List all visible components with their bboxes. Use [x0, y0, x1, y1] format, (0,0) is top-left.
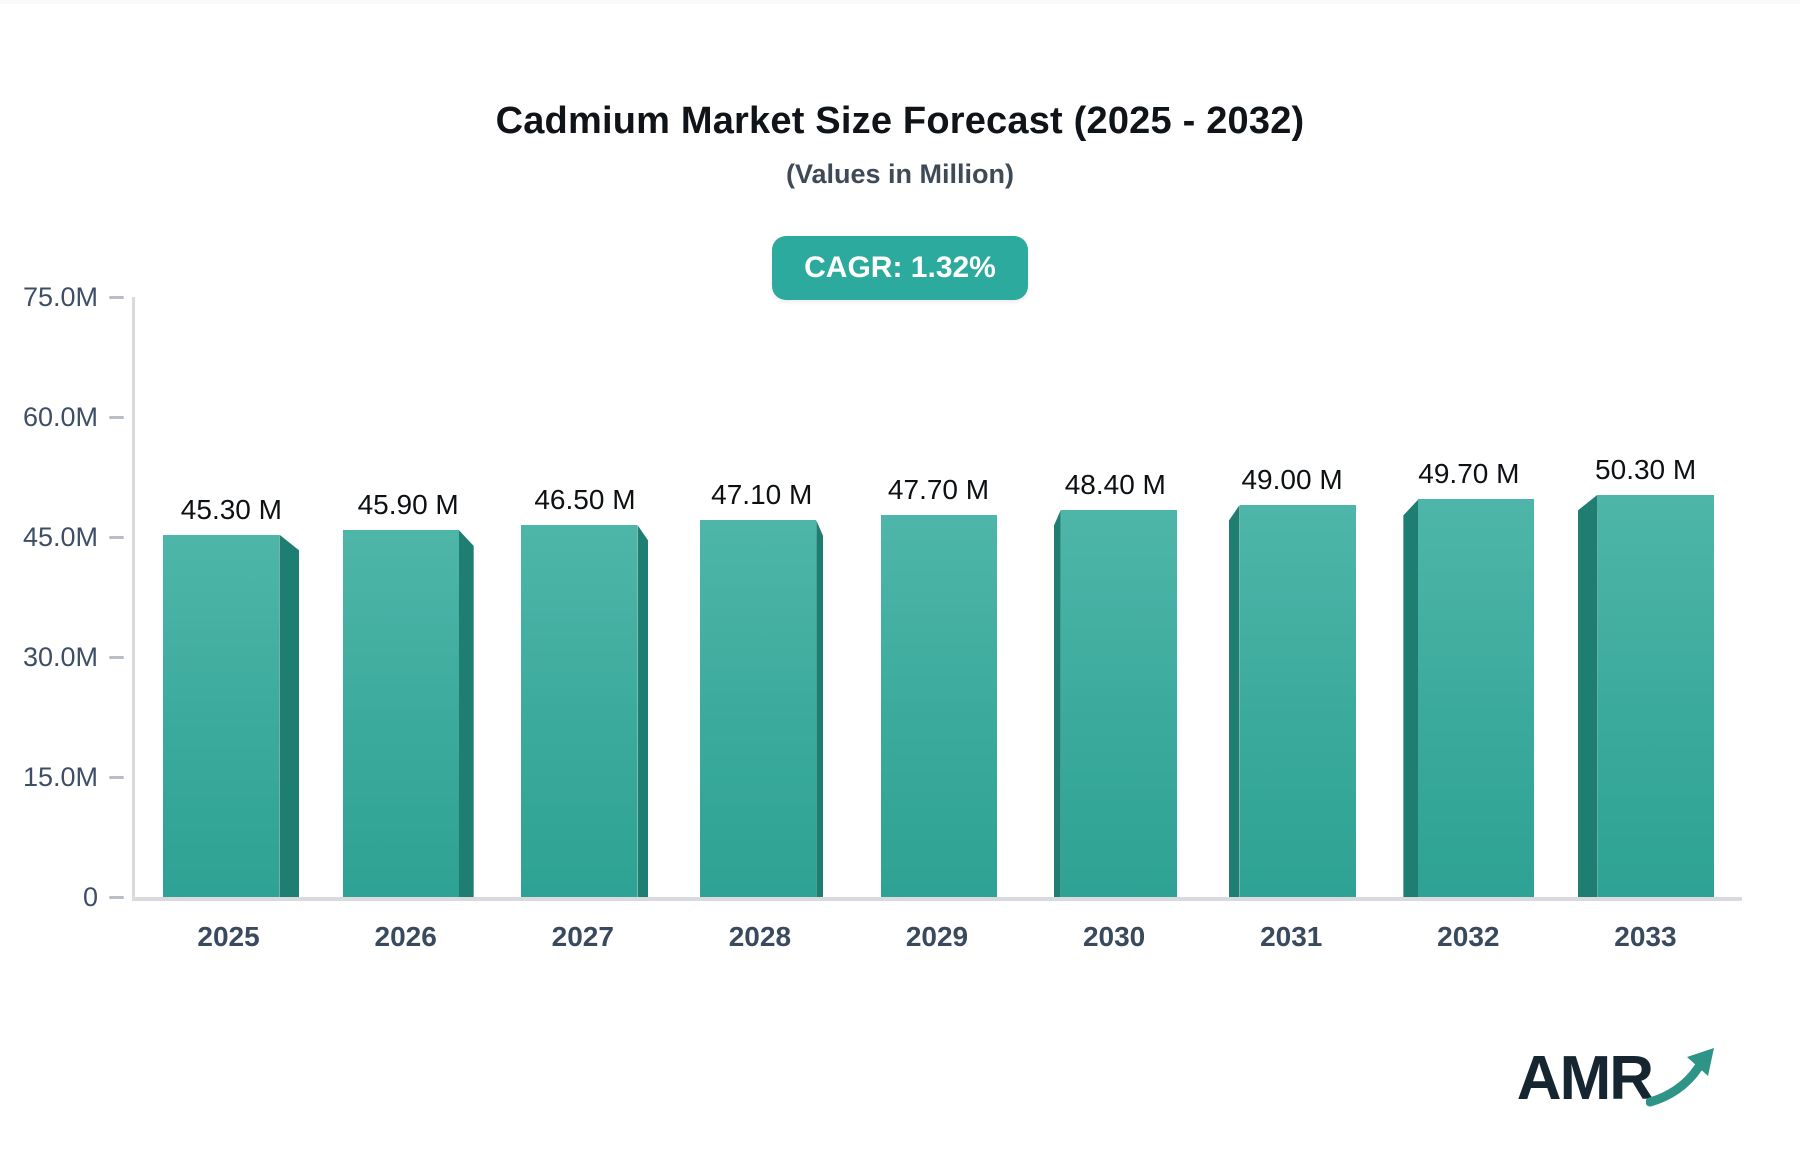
bar-group-2026: 45.90 M — [320, 297, 497, 897]
bar-face — [1060, 509, 1177, 897]
bar-side-face — [1053, 509, 1061, 897]
bar-side-face — [816, 520, 824, 897]
y-tick-mark — [109, 295, 124, 299]
bar-face — [163, 534, 280, 897]
y-tick-mark — [109, 775, 124, 779]
y-tick-mark — [109, 535, 124, 539]
bar-value-label: 50.30 M — [1595, 453, 1697, 485]
y-axis-tick-label: 60.0M — [22, 401, 98, 432]
y-axis-tick: 30.0M — [0, 641, 124, 672]
chart-title: Cadmium Market Size Forecast (2025 - 203… — [495, 100, 1305, 142]
bar-value-label: 45.30 M — [180, 493, 282, 525]
y-axis-tick: 75.0M — [0, 281, 124, 312]
x-axis-label: 2026 — [374, 921, 437, 952]
chart-subtitle: (Values in Million) — [785, 159, 1015, 189]
chart-header: Cadmium Market Size Forecast (2025 - 203… — [0, 100, 1800, 300]
bar-2028 — [700, 520, 824, 897]
bar-value-label: 47.10 M — [711, 479, 813, 511]
bar-face — [700, 520, 817, 897]
bar-2033 — [1577, 494, 1714, 897]
bar-2030 — [1053, 509, 1177, 897]
bar-face — [342, 529, 459, 897]
bar-side-face — [1228, 505, 1240, 897]
y-axis-tick: 15.0M — [0, 761, 124, 792]
bar-value-label: 49.70 M — [1418, 458, 1520, 490]
bar-group-2029: 47.70 M — [850, 297, 1027, 897]
x-axis: 2025 2026 2027 2028 2029 2030 2031 2032 2033 — [132, 921, 1742, 953]
bar-group-2033: 50.30 M — [1557, 297, 1734, 897]
x-axis-label: 2027 — [551, 921, 614, 952]
bar-value-label: 46.50 M — [534, 484, 636, 515]
bar-face — [880, 515, 997, 897]
bar-value-label: 48.40 M — [1064, 468, 1166, 500]
bar-2029 — [880, 515, 997, 897]
bar-group-2032: 49.70 M — [1380, 297, 1557, 897]
y-axis-tick: 0 — [0, 881, 124, 912]
bars-container: 45.30 M 45.90 M 46.50 M 47.10 M 47.70 M 48.40… — [135, 297, 1742, 897]
y-axis-tick: 60.0M — [0, 401, 124, 432]
bar-group-2028: 47.10 M — [673, 297, 850, 897]
bar-face — [1239, 505, 1356, 897]
amr-logo-text: AMR — [1516, 1044, 1654, 1113]
y-tick-mark — [109, 655, 124, 659]
bar-2026 — [342, 529, 474, 897]
x-axis-label: 2025 — [197, 921, 260, 952]
y-axis-tick-label: 15.0M — [22, 761, 98, 792]
y-tick-mark — [109, 415, 124, 419]
y-tick-mark — [109, 895, 124, 899]
x-axis-label: 2031 — [1260, 921, 1323, 952]
bar-side-face — [637, 525, 649, 897]
bar-value-label: 49.00 M — [1241, 464, 1343, 495]
x-axis-label: 2028 — [728, 921, 792, 952]
bar-group-2025: 45.30 M — [143, 297, 320, 897]
y-axis-tick: 45.0M — [0, 521, 124, 552]
amr-logo: AMR — [1517, 1044, 1718, 1110]
bar-group-2030: 48.40 M — [1027, 297, 1204, 897]
bar-value-label: 47.70 M — [887, 474, 990, 506]
x-axis-label: 2029 — [905, 921, 969, 952]
x-axis-label: 2032 — [1437, 921, 1500, 952]
bar-chart: 45.30 M 45.90 M 46.50 M 47.10 M 47.70 M 48.40… — [0, 282, 1800, 953]
bar-group-2027: 46.50 M — [497, 297, 674, 897]
bar-group-2031: 49.00 M — [1204, 297, 1381, 897]
bar-side-face — [279, 534, 300, 897]
bar-side-face — [1577, 494, 1598, 897]
bar-2031 — [1228, 505, 1356, 897]
growth-arrow-icon — [1646, 1048, 1714, 1107]
bar-face — [1597, 494, 1714, 897]
bar-value-label: 45.90 M — [357, 488, 459, 520]
y-axis-tick-label: 30.0M — [22, 641, 98, 672]
y-axis-tick-label: 0 — [82, 881, 98, 912]
bar-face — [521, 525, 638, 897]
bar-2027 — [521, 525, 649, 897]
bar-2032 — [1403, 499, 1535, 897]
x-axis-label: 2033 — [1614, 921, 1677, 952]
x-axis-label: 2030 — [1082, 921, 1146, 952]
bar-face — [1418, 499, 1535, 897]
bar-side-face — [1403, 499, 1419, 897]
bar-side-face — [458, 529, 474, 897]
y-axis-tick-label: 75.0M — [22, 281, 98, 312]
plot-area: 45.30 M 45.90 M 46.50 M 47.10 M 47.70 M 48.40… — [132, 297, 1742, 901]
y-axis-tick-label: 45.0M — [22, 521, 98, 552]
cagr-badge: CAGR: 1.32% — [772, 236, 1028, 300]
bar-2025 — [163, 534, 300, 897]
